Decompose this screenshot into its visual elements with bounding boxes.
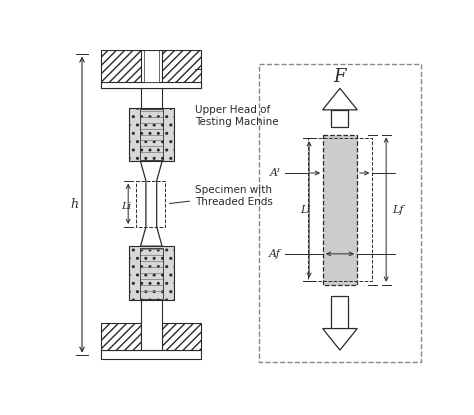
Text: h: h [70,198,78,211]
Bar [331,110,348,127]
Text: Lf: Lf [392,205,404,215]
Bar [145,24,157,36]
Bar [136,181,165,227]
Bar [140,109,163,160]
Bar [101,323,140,350]
Bar [101,82,201,88]
Bar [140,300,162,350]
Bar [101,350,201,359]
Bar [129,246,173,300]
Bar [323,134,357,285]
Bar [162,50,201,88]
Polygon shape [323,88,357,110]
Text: Upper Head of
Testing Machine: Upper Head of Testing Machine [195,105,279,127]
Text: F: F [334,68,346,86]
Bar [140,248,163,298]
Text: Lᴵ: Lᴵ [300,205,310,215]
Polygon shape [323,329,357,350]
Bar [308,138,372,281]
Bar [137,36,166,50]
Bar [140,88,162,107]
Bar [144,50,159,82]
Bar [259,63,421,361]
Text: Li: Li [121,203,132,211]
Text: Aᴵ: Aᴵ [270,168,281,178]
Text: Af: Af [269,249,281,259]
Bar [129,107,173,161]
Polygon shape [140,161,162,246]
Bar [162,323,201,350]
Bar [331,296,348,329]
Bar [101,50,140,88]
Text: Specimen with
Threaded Ends: Specimen with Threaded Ends [169,186,273,207]
Text: Spherical
Bearing: Spherical Bearing [0,414,1,415]
